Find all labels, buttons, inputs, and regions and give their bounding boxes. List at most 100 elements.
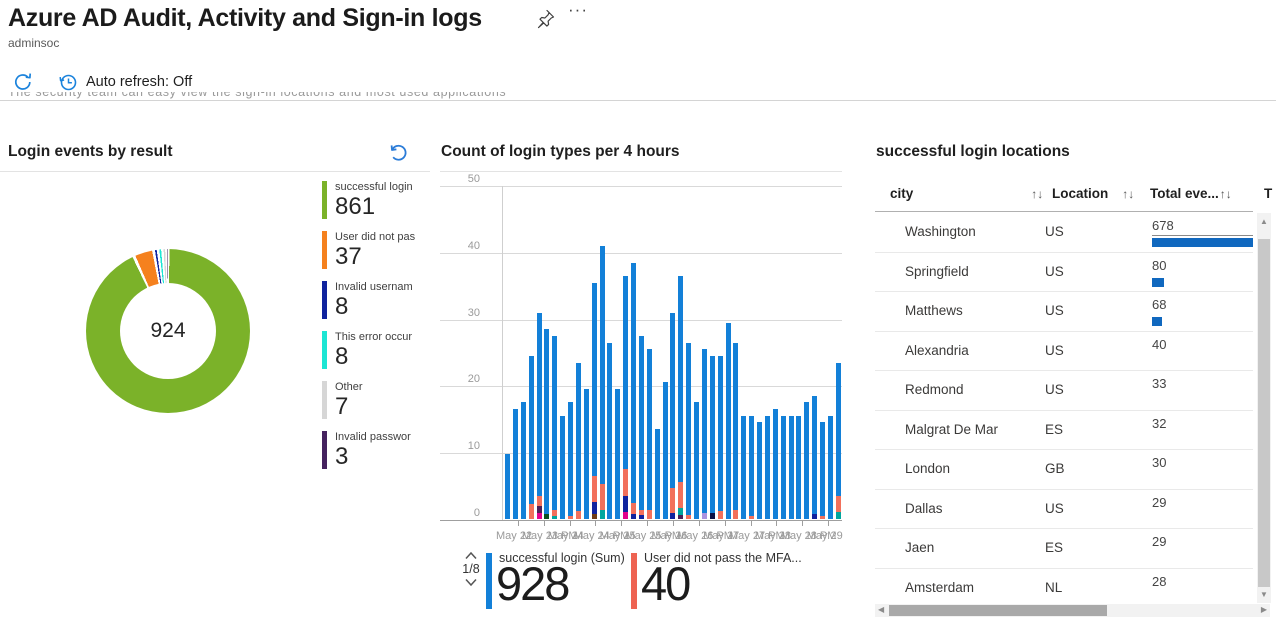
auto-refresh-clock-icon[interactable] — [57, 71, 79, 93]
bar[interactable] — [544, 329, 550, 519]
vertical-scroll-thumb[interactable] — [1258, 239, 1270, 587]
metric-swatch — [486, 553, 492, 609]
table-row[interactable]: Springfield US 80 — [875, 253, 1253, 292]
bar[interactable] — [575, 362, 581, 519]
cell-location: US — [1045, 500, 1064, 516]
bar[interactable] — [733, 342, 739, 519]
bar[interactable] — [662, 382, 668, 519]
table-row[interactable]: Redmond US 33 — [875, 371, 1253, 411]
bar[interactable] — [670, 312, 676, 519]
table-row[interactable]: Jaen ES 29 — [875, 529, 1253, 569]
legend-swatch — [322, 331, 327, 369]
bar[interactable] — [780, 415, 786, 519]
legend-item[interactable]: successful login 861 — [322, 181, 430, 231]
bar[interactable] — [560, 415, 566, 519]
horizontal-scroll-thumb[interactable] — [889, 605, 1107, 616]
column-header-total-events: Total eve...↑↓ — [1150, 186, 1232, 201]
cell-total-events: 68 — [1152, 297, 1167, 312]
refresh-icon[interactable] — [12, 71, 34, 93]
horizontal-scrollbar[interactable]: ◀ ▶ — [875, 604, 1270, 617]
bar[interactable] — [654, 429, 660, 519]
undo-icon[interactable] — [388, 141, 410, 163]
x-axis-tick — [828, 521, 830, 526]
bar[interactable] — [796, 415, 802, 519]
cell-total-events: 80 — [1152, 257, 1167, 273]
sort-icon[interactable]: ↑↓ — [1122, 187, 1135, 201]
bar[interactable] — [505, 453, 510, 519]
bar[interactable] — [812, 395, 818, 519]
cell-location: ES — [1045, 421, 1064, 437]
bar[interactable] — [536, 312, 542, 519]
legend-item[interactable]: User did not pas 37 — [322, 231, 430, 281]
table-row[interactable]: Amsterdam NL 28 — [875, 569, 1253, 608]
pin-icon[interactable] — [534, 8, 556, 30]
more-options-button[interactable]: ··· — [568, 0, 588, 19]
bar[interactable] — [757, 422, 762, 519]
table-row[interactable]: Alexandria US 40 — [875, 332, 1253, 371]
bar[interactable] — [772, 409, 778, 519]
bar[interactable] — [512, 409, 518, 519]
table-row[interactable]: Matthews US 68 — [875, 292, 1253, 332]
bar[interactable] — [528, 355, 534, 519]
bar[interactable] — [599, 245, 605, 519]
table-row[interactable]: Malgrat De Mar ES 32 — [875, 411, 1253, 450]
table-row[interactable]: London GB 30 — [875, 450, 1253, 490]
bar[interactable] — [568, 402, 573, 519]
bar[interactable] — [552, 335, 558, 519]
table-row[interactable]: Dallas US 29 — [875, 490, 1253, 529]
legend-item[interactable]: Invalid usernam 8 — [322, 281, 430, 331]
bar[interactable] — [623, 275, 629, 519]
sort-icon[interactable]: ↑↓ — [1031, 187, 1044, 201]
bar[interactable] — [804, 402, 810, 519]
pager-up-icon[interactable] — [464, 551, 478, 560]
scroll-left-icon[interactable]: ◀ — [878, 605, 885, 614]
bar[interactable] — [638, 335, 644, 519]
data-bar — [1152, 317, 1162, 326]
donut-total: 924 — [150, 319, 186, 342]
legend-item[interactable]: Invalid passwor 3 — [322, 431, 430, 481]
vertical-scrollbar[interactable]: ▲ ▼ — [1257, 213, 1271, 603]
bar[interactable] — [717, 355, 723, 519]
page-title: Azure AD Audit, Activity and Sign-in log… — [8, 4, 482, 32]
cell-total-events: 40 — [1152, 336, 1167, 352]
scroll-down-icon[interactable]: ▼ — [1260, 590, 1268, 599]
donut-chart[interactable]: 924 — [86, 249, 250, 413]
legend-value: 8 — [335, 293, 349, 320]
bar[interactable] — [694, 402, 699, 519]
legend-value: 3 — [335, 443, 349, 470]
bar[interactable] — [591, 282, 597, 519]
bar[interactable] — [615, 389, 621, 519]
bar[interactable] — [820, 422, 825, 519]
bar[interactable] — [646, 349, 652, 519]
table-panel-title: successful login locations — [876, 143, 1070, 160]
cell-city: Redmond — [905, 382, 964, 397]
bar[interactable] — [678, 275, 684, 519]
scroll-right-icon[interactable]: ▶ — [1260, 605, 1267, 614]
clipped-description: The security team can easy view the sign… — [8, 92, 507, 99]
legend-item[interactable]: Other 7 — [322, 381, 430, 431]
bar[interactable] — [709, 355, 715, 519]
bar[interactable] — [686, 342, 692, 519]
bar[interactable] — [701, 349, 707, 519]
bar[interactable] — [631, 262, 636, 519]
x-axis-tick-label: May 22 — [496, 530, 533, 542]
bar[interactable] — [583, 389, 589, 519]
cell-city: Washington — [905, 224, 976, 239]
legend-item[interactable]: This error occur 8 — [322, 331, 430, 381]
bar[interactable] — [764, 415, 770, 519]
sort-icon[interactable]: ↑↓ — [1219, 187, 1232, 201]
bar[interactable] — [788, 415, 794, 519]
scroll-up-icon[interactable]: ▲ — [1260, 217, 1268, 226]
pager-down-icon[interactable] — [464, 578, 478, 587]
cell-city: London — [905, 461, 951, 476]
bar[interactable] — [741, 415, 747, 519]
bar[interactable] — [827, 415, 833, 519]
header-divider — [0, 100, 1276, 101]
bar[interactable] — [725, 322, 731, 519]
bar[interactable] — [835, 362, 841, 519]
bar[interactable] — [607, 342, 613, 519]
bar[interactable] — [749, 415, 755, 519]
table-row[interactable]: Washington US 678 — [875, 213, 1253, 253]
cell-total-events: 28 — [1152, 573, 1167, 589]
bar[interactable] — [520, 402, 526, 519]
